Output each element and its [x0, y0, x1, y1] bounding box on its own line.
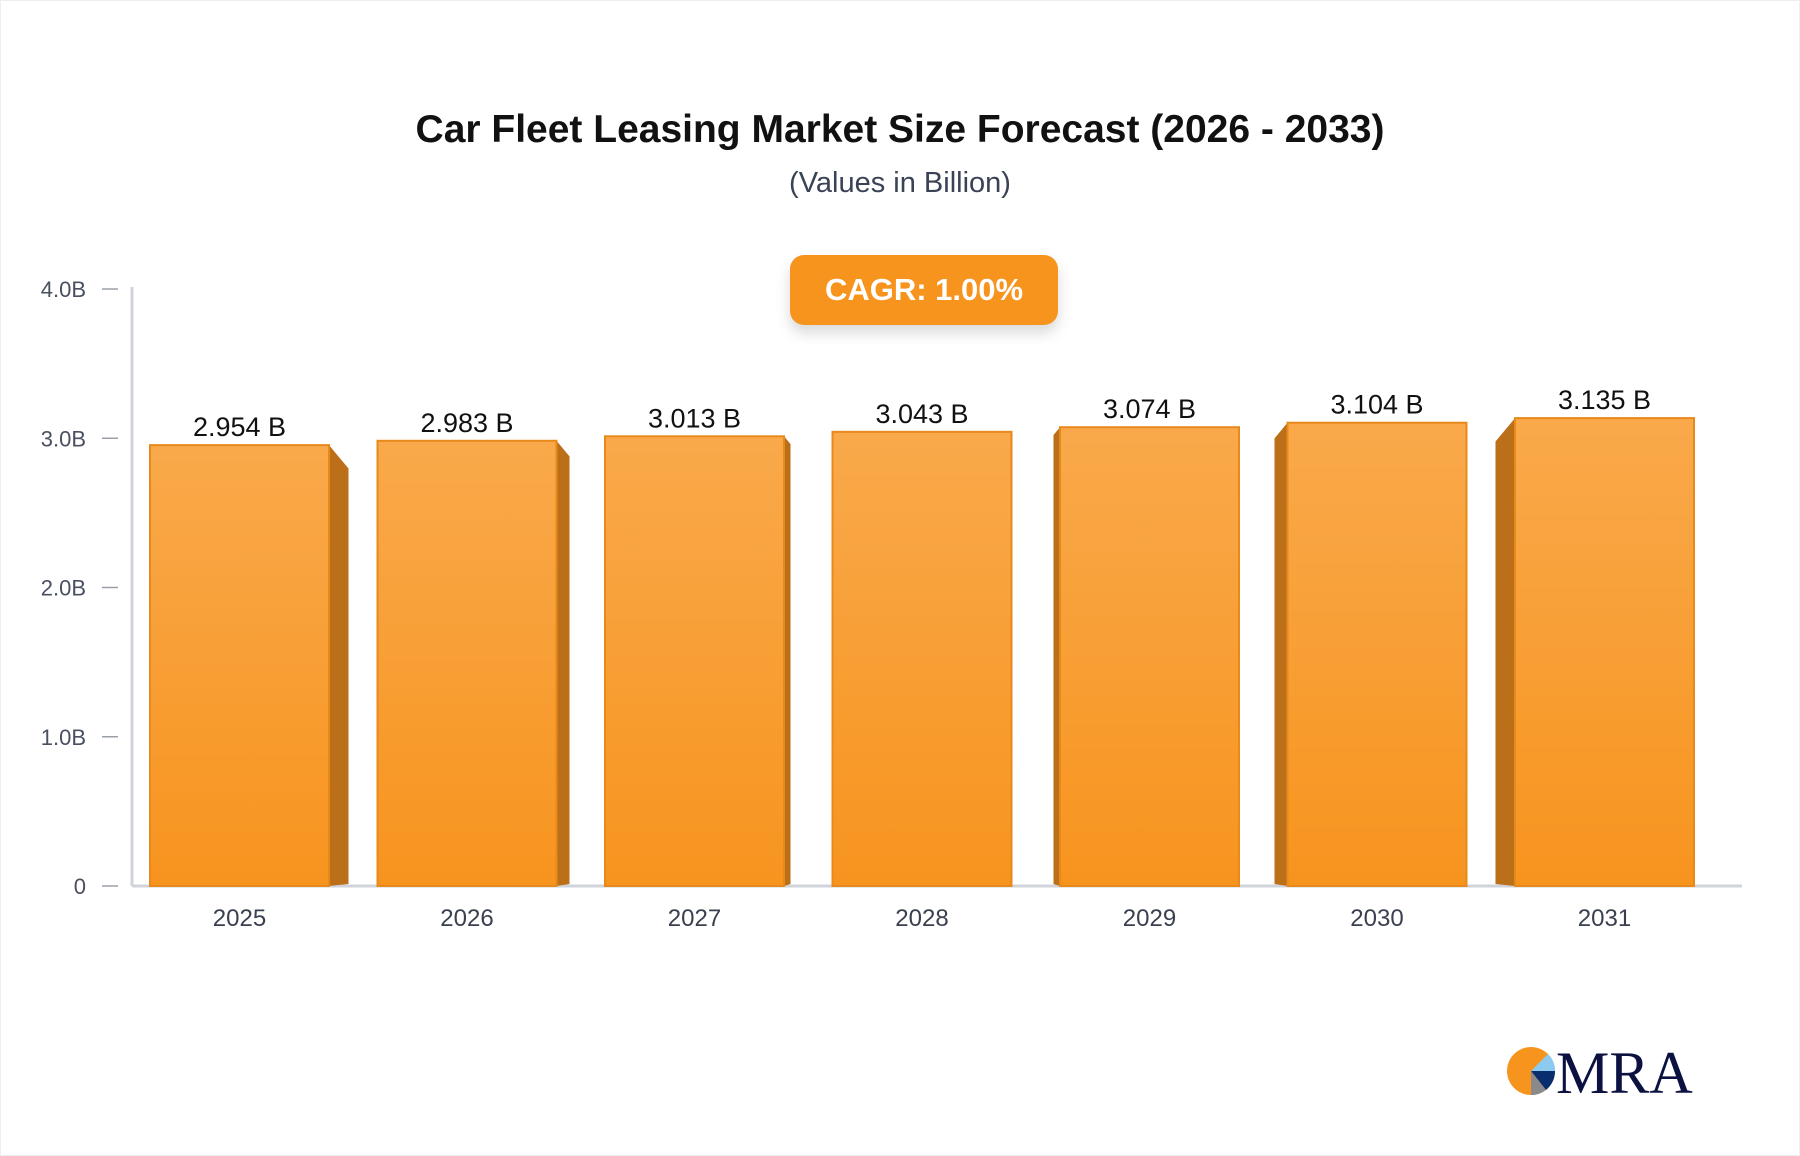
bar	[1514, 417, 1695, 887]
data-label: 3.104 B	[1330, 390, 1423, 420]
x-tick-label: 2025	[213, 905, 266, 932]
bar	[149, 444, 330, 887]
data-label: 2.954 B	[193, 412, 286, 442]
data-label: 3.043 B	[875, 399, 968, 429]
x-tick-label: 2028	[895, 905, 948, 932]
bar	[604, 435, 785, 887]
data-label: 3.135 B	[1558, 385, 1651, 415]
y-tick-label: 2.0B	[41, 576, 86, 601]
data-label: 3.013 B	[648, 403, 741, 433]
y-tick-label: 4.0B	[41, 277, 86, 302]
mra-logo: MRA	[1507, 1040, 1693, 1102]
bar	[831, 430, 1013, 887]
bar-side	[1053, 427, 1060, 886]
x-tick-label: 2027	[668, 905, 721, 932]
y-tick-label: 3.0B	[41, 426, 86, 451]
y-tick-label: 0	[74, 874, 86, 899]
cagr-badge: CAGR: 1.00%	[790, 255, 1058, 325]
logo-text: MRA	[1556, 1040, 1693, 1102]
chart-subtitle: (Values in Billion)	[789, 167, 1011, 199]
bar-side	[556, 440, 570, 886]
bar-side	[1274, 422, 1288, 886]
x-tick-label: 2026	[440, 905, 493, 932]
bar	[376, 439, 558, 887]
data-label: 2.983 B	[420, 408, 513, 438]
x-tick-label: 2029	[1123, 905, 1176, 932]
bar-side	[1495, 418, 1515, 886]
bar-side	[784, 436, 791, 886]
y-tick-label: 1.0B	[41, 725, 86, 750]
x-tick-label: 2030	[1350, 905, 1403, 932]
bar-side	[329, 445, 349, 886]
chart-title: Car Fleet Leasing Market Size Forecast (…	[415, 108, 1385, 151]
data-label: 3.074 B	[1103, 394, 1196, 424]
bar	[1059, 426, 1240, 887]
bar	[1286, 421, 1468, 887]
x-tick-label: 2031	[1578, 905, 1631, 932]
